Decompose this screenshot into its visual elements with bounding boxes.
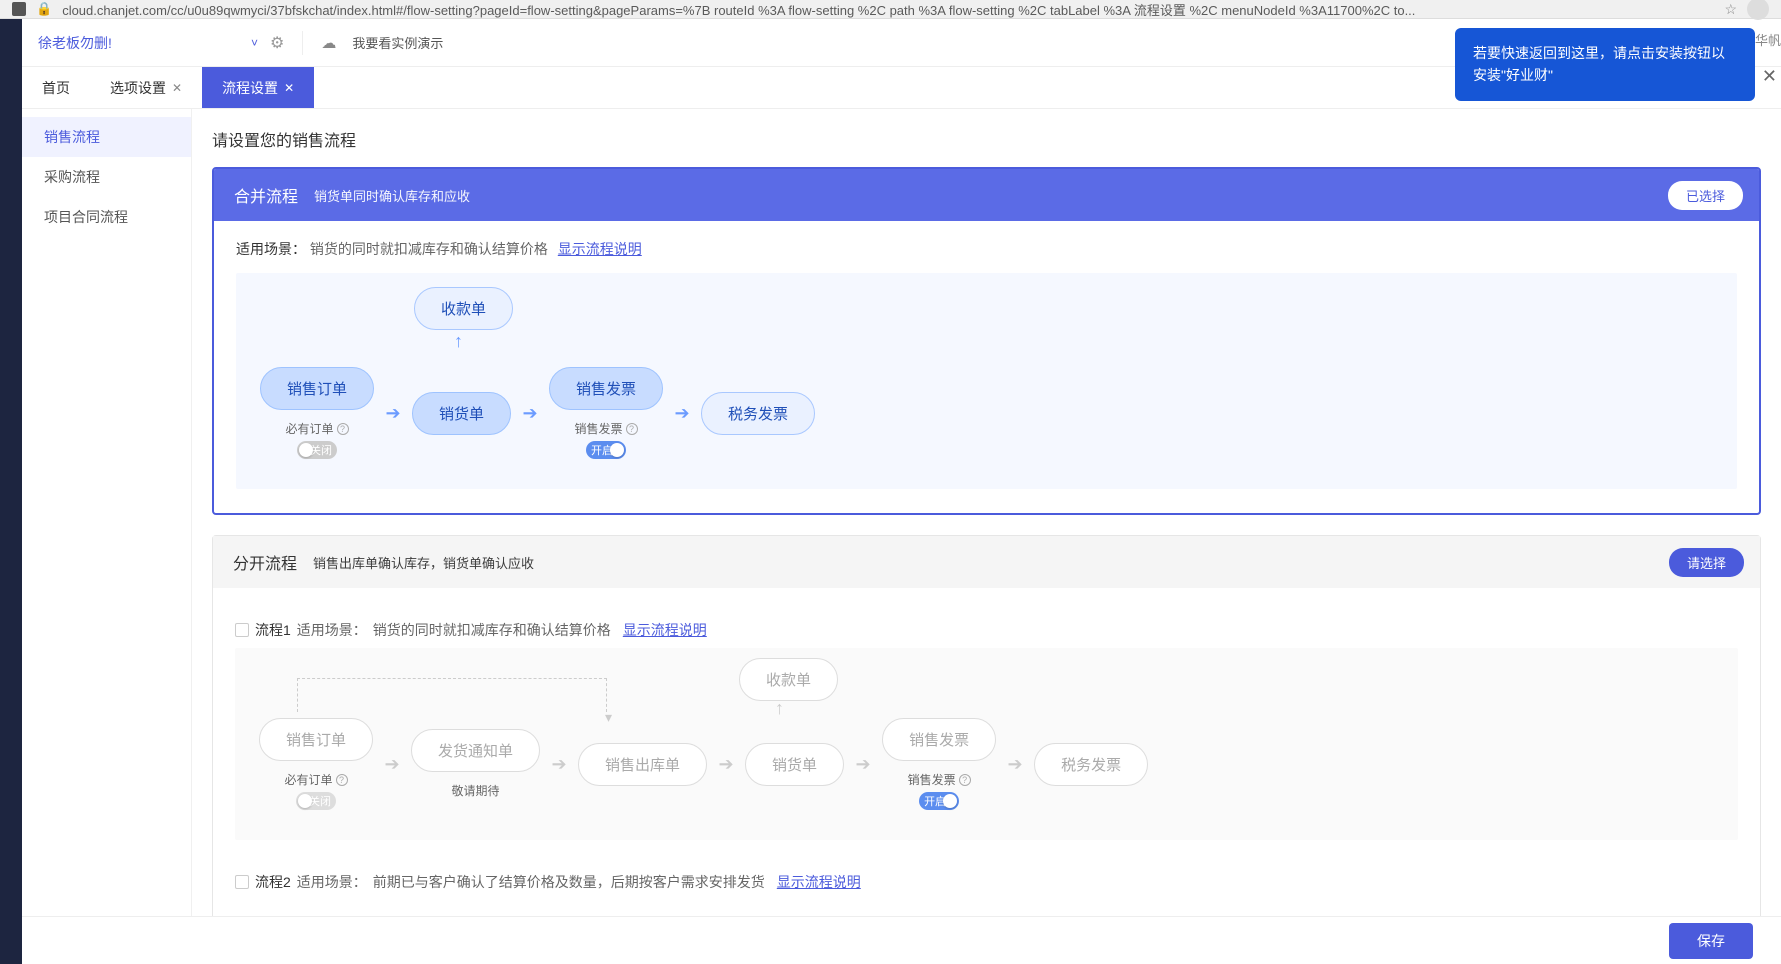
settings-gear-icon[interactable]: ⚙ xyxy=(270,33,284,53)
node-sales-invoice: 销售发票 xyxy=(882,718,996,761)
cloud-icon: ☁ xyxy=(321,34,336,52)
node-outbound: 销售出库单 xyxy=(578,743,707,786)
process1-explain-link[interactable]: 显示流程说明 xyxy=(623,620,707,640)
merged-flow-header: 合并流程 销货单同时确认库存和应收 已选择 xyxy=(214,169,1759,221)
tab-home[interactable]: 首页 xyxy=(22,67,90,108)
scenario-text: 销货的同时就扣减库存和确认结算价格 xyxy=(310,241,548,257)
account-dropdown[interactable]: 徐老板勿删! ˅ xyxy=(38,33,258,53)
arrow-right-icon: ➔ xyxy=(844,754,882,775)
tab-label: 流程设置 xyxy=(222,78,278,98)
tab-option-settings[interactable]: 选项设置 ✕ xyxy=(90,67,202,108)
arrow-right-icon: ➔ xyxy=(374,403,412,424)
must-have-order-toggle[interactable]: 关闭 xyxy=(297,441,337,459)
show-flow-explain-link[interactable]: 显示流程说明 xyxy=(558,241,642,257)
merged-flow-diagram: 收款单 ↑ 销售订单 必有订单? 关闭 ➔ xyxy=(236,273,1737,489)
process2-explain-link[interactable]: 显示流程说明 xyxy=(777,872,861,892)
bookmark-star-icon[interactable]: ☆ xyxy=(1724,1,1737,18)
node-receipt: 收款单 xyxy=(414,287,513,330)
node-tax-invoice: 税务发票 xyxy=(1034,743,1148,786)
sales-invoice-label: 销售发票? xyxy=(575,420,638,437)
help-icon[interactable]: ? xyxy=(337,423,349,435)
split-flow-header: 分开流程 销售出库单确认库存，销货单确认应收 请选择 xyxy=(213,536,1760,588)
process1-checkbox[interactable] xyxy=(235,623,249,637)
scenario-label: 适用场景： xyxy=(236,241,306,257)
process2-scenario-label: 适用场景： xyxy=(297,872,367,892)
install-tooltip: 若要快速返回到这里，请点击安装按钮以安装"好业财" xyxy=(1455,28,1755,101)
demo-link[interactable]: 我要看实例演示 xyxy=(352,33,443,52)
browser-address-bar: 🔒 cloud.chanjet.com/cc/u0u89qwmyci/37bfs… xyxy=(0,0,1781,19)
split-flow-card: 分开流程 销售出库单确认库存，销货单确认应收 请选择 流程1 适用场景： 销货的… xyxy=(212,535,1761,964)
merged-flow-title: 合并流程 xyxy=(234,183,298,207)
tab-label: 选项设置 xyxy=(110,78,166,98)
arrow-right-icon: ➔ xyxy=(540,754,578,775)
left-sidebar: 销售流程 采购流程 项目合同流程 xyxy=(22,109,192,964)
save-button[interactable]: 保存 xyxy=(1669,923,1753,959)
must-have-order-label: 必有订单? xyxy=(286,420,349,437)
node-sales-order: 销售订单 xyxy=(259,718,373,761)
split-flow-title: 分开流程 xyxy=(233,550,297,574)
sales-invoice-toggle[interactable]: 开启 xyxy=(586,441,626,459)
process1-scenario-text: 销货的同时就扣减库存和确认结算价格 xyxy=(373,620,611,640)
divider xyxy=(302,31,303,55)
url-text: cloud.chanjet.com/cc/u0u89qwmyci/37bfskc… xyxy=(62,0,1714,19)
sidebar-item-sales-flow[interactable]: 销售流程 xyxy=(22,117,191,157)
process1-row: 流程1 适用场景： 销货的同时就扣减库存和确认结算价格 显示流程说明 xyxy=(235,606,1738,648)
arrow-right-icon: ➔ xyxy=(996,754,1034,775)
node-sales-invoice: 销售发票 xyxy=(549,367,663,410)
sidebar-item-purchase-flow[interactable]: 采购流程 xyxy=(22,157,191,197)
process1-name: 流程1 xyxy=(255,620,291,640)
close-icon[interactable]: ✕ xyxy=(284,81,294,95)
must-have-order-label: 必有订单? xyxy=(285,771,348,788)
node-sales-doc: 销货单 xyxy=(745,743,844,786)
site-shield-icon xyxy=(12,2,26,16)
must-have-order-toggle[interactable]: 关闭 xyxy=(296,792,336,810)
close-icon[interactable]: ✕ xyxy=(172,81,182,95)
merged-flow-card: 合并流程 销货单同时确认库存和应收 已选择 适用场景： 销货的同时就扣减库存和确… xyxy=(212,167,1761,515)
node-receipt: 收款单 xyxy=(739,658,838,701)
arrow-right-icon: ➔ xyxy=(663,403,701,424)
lock-icon: 🔒 xyxy=(36,1,52,17)
arrow-right-icon: ➔ xyxy=(707,754,745,775)
close-icon[interactable]: ✕ xyxy=(1762,66,1777,87)
node-sales-doc: 销货单 xyxy=(412,392,511,435)
sales-invoice-toggle[interactable]: 开启 xyxy=(919,792,959,810)
merged-flow-subtitle: 销货单同时确认库存和应收 xyxy=(314,186,470,205)
main-content: 请设置您的销售流程 合并流程 销货单同时确认库存和应收 已选择 适用场景： 销货… xyxy=(192,109,1781,964)
arrow-right-icon: ➔ xyxy=(511,403,549,424)
sidebar-item-contract-flow[interactable]: 项目合同流程 xyxy=(22,197,191,237)
tab-label: 首页 xyxy=(42,78,70,98)
split-flow-select-button[interactable]: 请选择 xyxy=(1669,548,1744,577)
chevron-down-icon: ˅ xyxy=(251,36,258,50)
page-title: 请设置您的销售流程 xyxy=(212,127,1761,151)
footer-bar: 保存 xyxy=(22,916,1781,964)
arrow-up-icon: ↑ xyxy=(454,331,463,352)
dashed-connector xyxy=(297,678,607,712)
account-dropdown-label: 徐老板勿删! xyxy=(38,33,112,53)
help-icon[interactable]: ? xyxy=(336,774,348,786)
collapsed-left-rail xyxy=(0,19,22,964)
merged-flow-selected-badge: 已选择 xyxy=(1668,181,1743,210)
process1-scenario-label: 适用场景： xyxy=(297,620,367,640)
split-flow-subtitle: 销售出库单确认库存，销货单确认应收 xyxy=(313,553,534,572)
help-icon[interactable]: ? xyxy=(959,774,971,786)
tab-flow-settings[interactable]: 流程设置 ✕ xyxy=(202,67,314,108)
help-icon[interactable]: ? xyxy=(626,423,638,435)
process1-diagram: 收款单 ↑ 销售订单 必有订单? 关闭 ➔ xyxy=(235,648,1738,840)
process2-name: 流程2 xyxy=(255,872,291,892)
sales-invoice-label: 销售发票? xyxy=(908,771,971,788)
node-tax-invoice: 税务发票 xyxy=(701,392,815,435)
coming-soon-label: 敬请期待 xyxy=(452,782,500,799)
node-sales-order: 销售订单 xyxy=(260,367,374,410)
process2-scenario-text: 前期已与客户确认了结算价格及数量，后期按客户需求安排发货 xyxy=(373,872,765,892)
process2-row: 流程2 适用场景： 前期已与客户确认了结算价格及数量，后期按客户需求安排发货 显… xyxy=(235,858,1738,900)
process2-checkbox[interactable] xyxy=(235,875,249,889)
node-delivery-notice: 发货通知单 xyxy=(411,729,540,772)
merged-scenario: 适用场景： 销货的同时就扣减库存和确认结算价格 显示流程说明 xyxy=(236,239,1737,259)
profile-avatar-icon[interactable] xyxy=(1747,0,1769,20)
arrow-right-icon: ➔ xyxy=(373,754,411,775)
arrow-up-icon: ↑ xyxy=(775,698,784,719)
